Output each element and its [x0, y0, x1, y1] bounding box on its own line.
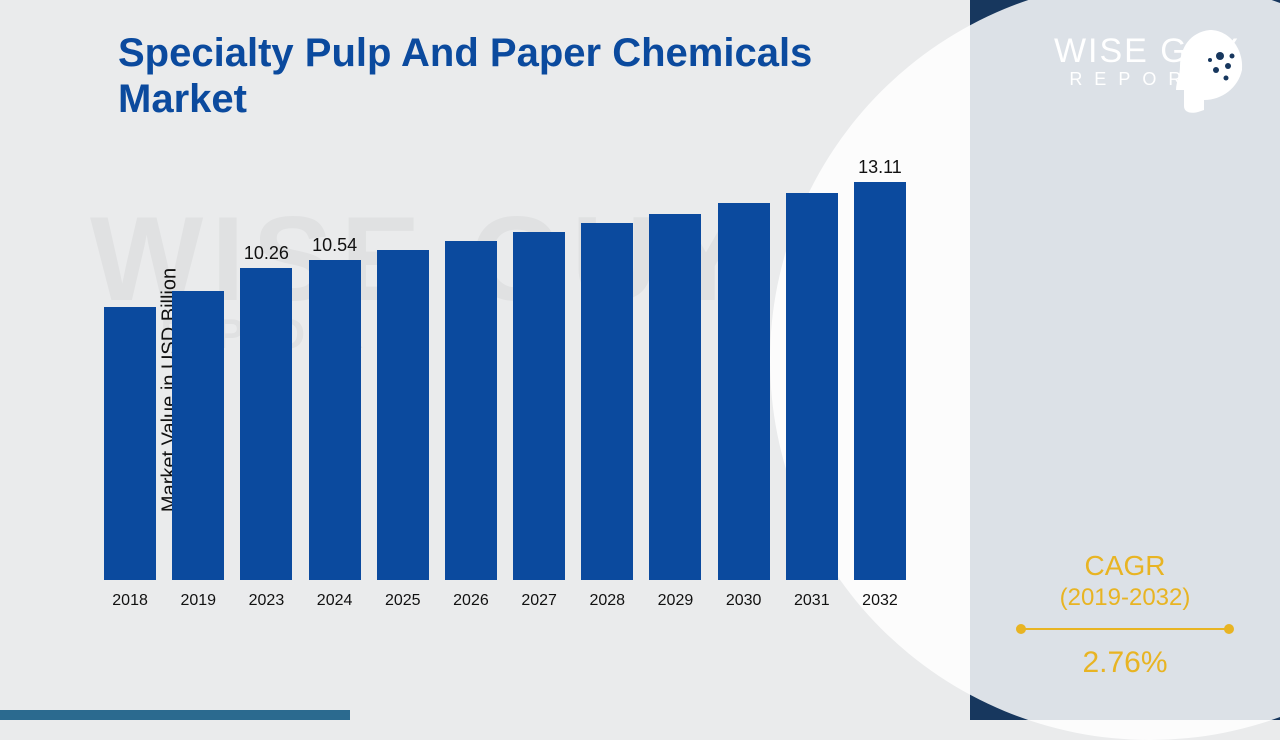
x-tick-label: 2025 [377, 592, 429, 610]
x-tick-label: 2018 [104, 592, 156, 610]
brand-logo: WISE GUY REPORTS [1054, 32, 1240, 90]
bar [172, 291, 224, 580]
x-tick-label: 2024 [309, 592, 361, 610]
cagr-value: 2.76% [1010, 646, 1240, 680]
bar-value-label: 13.11 [858, 157, 902, 178]
bar [309, 260, 361, 580]
cagr-block: CAGR (2019-2032) 2.76% [1010, 550, 1240, 680]
x-tick-label: 2031 [786, 592, 838, 610]
bar [786, 193, 838, 580]
x-tick-label: 2023 [240, 592, 292, 610]
x-axis-labels: 2018 2019 2023 2024 2025 2026 2027 2028 2029 2030… [100, 592, 910, 610]
bar-wrap [104, 170, 156, 580]
bar-wrap [649, 170, 701, 580]
x-tick-label: 2026 [445, 592, 497, 610]
bar [240, 268, 292, 580]
bar-wrap [513, 170, 565, 580]
chart-title: Specialty Pulp And Paper Chemicals Marke… [118, 30, 878, 122]
bar-value-label: 10.26 [244, 243, 289, 264]
bar [854, 182, 906, 580]
plot-area: 10.26 10.54 13.11 [100, 170, 910, 580]
bar [649, 214, 701, 580]
bar-wrap [377, 170, 429, 580]
bar [513, 232, 565, 580]
bar-value-label: 10.54 [312, 235, 357, 256]
cagr-title: CAGR [1010, 550, 1240, 582]
bar [377, 250, 429, 580]
bar-wrap [581, 170, 633, 580]
bottom-accent-bar [0, 710, 350, 720]
bar-wrap [172, 170, 224, 580]
x-tick-label: 2032 [854, 592, 906, 610]
bar-wrap [786, 170, 838, 580]
bar-wrap: 10.26 [240, 170, 292, 580]
x-tick-label: 2027 [513, 592, 565, 610]
bar-wrap: 10.54 [309, 170, 361, 580]
bar [445, 241, 497, 580]
bar-wrap [445, 170, 497, 580]
bar-wrap: 13.11 [854, 170, 906, 580]
bar [718, 203, 770, 580]
x-tick-label: 2028 [581, 592, 633, 610]
cagr-range: (2019-2032) [1010, 584, 1240, 612]
bar [581, 223, 633, 580]
x-tick-label: 2030 [718, 592, 770, 610]
x-tick-label: 2029 [649, 592, 701, 610]
bar-wrap [718, 170, 770, 580]
head-silhouette-icon [1170, 26, 1250, 116]
bar-chart: Market Value in USD Billion 10.2610.5413… [80, 170, 910, 610]
bar [104, 307, 156, 580]
x-tick-label: 2019 [172, 592, 224, 610]
cagr-divider [1020, 628, 1230, 630]
